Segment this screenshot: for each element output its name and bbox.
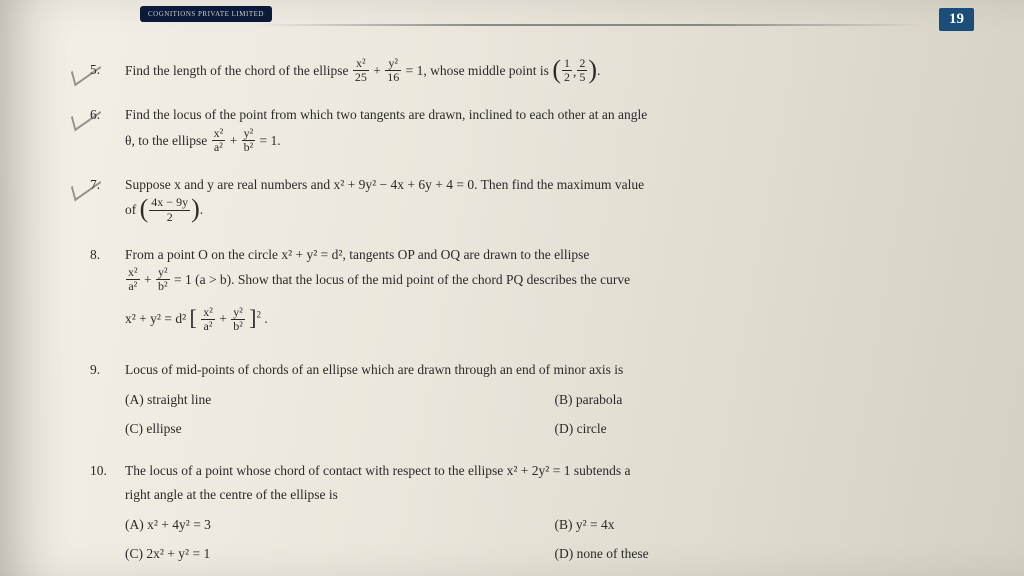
question-8: 8. From a point O on the circle x² + y² …	[90, 243, 964, 340]
exponent: 2	[257, 310, 262, 320]
option-b: (B) parabola	[555, 388, 965, 412]
question-body: Locus of mid-points of chords of an elli…	[125, 358, 964, 441]
option-c: (C) ellipse	[125, 417, 535, 441]
options: (A) straight line (B) parabola (C) ellip…	[125, 388, 964, 441]
line: of ( 4x − 9y2 ) .	[125, 197, 964, 224]
fraction: x²a²	[212, 127, 226, 154]
fraction: y²16	[385, 57, 401, 84]
question-body: Find the length of the chord of the elli…	[125, 58, 964, 85]
question-body: Suppose x and y are real numbers and x² …	[125, 173, 964, 225]
option-d: (D) none of these	[555, 542, 965, 566]
question-9: 9. Locus of mid-points of chords of an e…	[90, 358, 964, 441]
question-5: 5. Find the length of the chord of the e…	[90, 58, 964, 85]
bracket-open: [	[190, 305, 197, 330]
point-coords: ( 12 , 25 )	[552, 58, 597, 85]
question-body: From a point O on the circle x² + y² = d…	[125, 243, 964, 340]
text: Find the length of the chord of the elli…	[125, 63, 352, 78]
question-number: 6.	[90, 103, 125, 155]
question-text: Locus of mid-points of chords of an elli…	[125, 358, 964, 382]
question-7: 7. Suppose x and y are real numbers and …	[90, 173, 964, 225]
page-number-badge: 19	[939, 8, 974, 31]
question-body: Find the locus of the point from which t…	[125, 103, 964, 155]
line: θ, to the ellipse x²a² + y²b² = 1.	[125, 128, 964, 155]
option-c: (C) 2x² + y² = 1	[125, 542, 535, 566]
line: x²a² + y²b² = 1 (a > b). Show that the l…	[125, 267, 964, 294]
fraction: x²a²	[201, 306, 215, 333]
line: Suppose x and y are real numbers and x² …	[125, 173, 964, 197]
line: x² + y² = d² [ x²a² + y²b² ]2 .	[125, 300, 964, 340]
question-number: 9.	[90, 358, 125, 441]
question-number: 7.	[90, 173, 125, 225]
question-number: 10.	[90, 459, 125, 566]
fraction: y²b²	[231, 306, 245, 333]
bracket-close: ]	[249, 305, 256, 330]
fraction: y²b²	[156, 266, 170, 293]
line: From a point O on the circle x² + y² = d…	[125, 243, 964, 267]
fraction: x²25	[353, 57, 369, 84]
header-rule	[260, 24, 924, 26]
question-10: 10. The locus of a point whose chord of …	[90, 459, 964, 566]
fraction: y²b²	[242, 127, 256, 154]
option-a: (A) straight line	[125, 388, 535, 412]
question-number: 5.	[90, 58, 125, 85]
option-d: (D) circle	[555, 417, 965, 441]
options: (A) x² + 4y² = 3 (B) y² = 4x (C) 2x² + y…	[125, 513, 964, 566]
fraction: x²a²	[126, 266, 140, 293]
line: right angle at the centre of the ellipse…	[125, 483, 964, 507]
line: Find the locus of the point from which t…	[125, 103, 964, 127]
option-b: (B) y² = 4x	[555, 513, 965, 537]
question-number: 8.	[90, 243, 125, 340]
question-6: 6. Find the locus of the point from whic…	[90, 103, 964, 155]
expression: ( 4x − 9y2 )	[140, 197, 200, 224]
line: The locus of a point whose chord of cont…	[125, 459, 964, 483]
publisher-logo: COGNITIONS PRIVATE LIMITED	[140, 6, 272, 22]
question-body: The locus of a point whose chord of cont…	[125, 459, 964, 566]
option-a: (A) x² + 4y² = 3	[125, 513, 535, 537]
